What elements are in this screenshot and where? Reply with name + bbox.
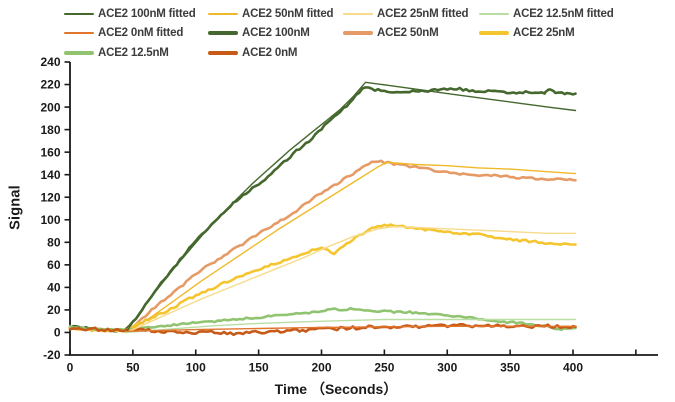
series-line-ace2-0nm-fitted (125, 325, 577, 332)
legend-swatch-line-icon (64, 32, 94, 34)
legend-item-ace2-12.5nm-fitted: ACE2 12.5nM fitted (479, 7, 631, 20)
y-axis-title: Signal (7, 185, 24, 230)
legend-swatch-line-icon (64, 50, 94, 55)
x-tick-label: 150 (249, 361, 269, 375)
legend-item-ace2-25nm-fitted: ACE2 25nM fitted (343, 7, 479, 20)
x-tick-label: 300 (437, 361, 457, 375)
legend-swatch-line-icon (208, 31, 238, 35)
y-tick-label: 100 (40, 213, 60, 227)
x-tick-label: 250 (374, 361, 394, 375)
x-tick-label: 200 (311, 361, 331, 375)
x-axis-title: Time （Seconds） (274, 381, 398, 397)
legend-label: ACE2 100nM (242, 27, 310, 39)
y-tick-label: 180 (40, 123, 60, 137)
series-line-ace2-50nm-fitted (125, 161, 577, 334)
legend-label: ACE2 25nM fitted (377, 7, 469, 20)
legend-label: ACE2 0nM (242, 46, 298, 59)
legend-item-ace2-0nm-fitted: ACE2 0nM fitted (64, 27, 208, 40)
series-line-ace2-12.5nm-raw (68, 306, 577, 332)
legend-swatch-line-icon (479, 31, 509, 35)
y-tick-label: 20 (47, 303, 61, 317)
x-tick-label: 350 (500, 361, 520, 375)
y-tick-label: 60 (47, 258, 61, 272)
legend-item-ace2-100nm: ACE2 100nM (208, 27, 343, 40)
legend-swatch-line-icon (343, 12, 373, 15)
x-tick-label: 50 (126, 361, 140, 375)
y-tick-label: 140 (40, 168, 60, 182)
legend-item-ace2-12.5nm: ACE2 12.5nM (64, 46, 208, 59)
legend-label: ACE2 50nM (377, 27, 439, 39)
legend-swatch-line-icon (479, 12, 509, 15)
y-tick-label: 240 (40, 55, 60, 69)
legend-label: ACE2 50nM fitted (242, 7, 334, 20)
legend-label: ACE2 0nM fitted (98, 27, 184, 39)
legend-label: ACE2 100nM fitted (98, 7, 196, 20)
legend-swatch-line-icon (64, 12, 94, 15)
x-tick-label: 400 (563, 361, 583, 375)
legend-item-ace2-0nm: ACE2 0nM (208, 46, 343, 59)
legend: ACE2 100nM fitted ACE2 50nM fitted ACE2 … (64, 7, 631, 59)
y-tick-label: 120 (40, 190, 60, 204)
y-tick-label: 200 (40, 100, 60, 114)
legend-swatch-line-icon (208, 50, 238, 55)
y-tick-label: 40 (47, 281, 61, 295)
legend-swatch-line-icon (208, 12, 238, 15)
x-tick-label: 100 (186, 361, 206, 375)
series-line-ace2-50nm-raw (68, 159, 577, 333)
series-line-ace2-100nm-fitted (125, 81, 577, 332)
legend-item-ace2-100nm-fitted: ACE2 100nM fitted (64, 7, 208, 20)
y-tick-label: 0 (54, 326, 61, 340)
series-line-ace2-25nm-fitted (125, 225, 577, 334)
series-line-ace2-12.5nm-fitted (125, 318, 577, 334)
y-tick-label: 220 (40, 78, 60, 92)
legend-label: ACE2 12.5nM fitted (513, 7, 614, 20)
legend-swatch-line-icon (343, 31, 373, 35)
legend-item-ace2-50nm: ACE2 50nM (343, 27, 479, 40)
legend-label: ACE2 25nM (513, 27, 575, 39)
legend-item-ace2-25nm: ACE2 25nM (479, 27, 631, 40)
y-tick-label: 80 (47, 236, 61, 250)
y-tick-label: 160 (40, 145, 60, 159)
x-tick-label: 0 (67, 361, 74, 375)
y-tick-label: -20 (43, 348, 61, 362)
legend-item-ace2-50nm-fitted: ACE2 50nM fitted (208, 7, 343, 20)
legend-label: ACE2 12.5nM (98, 46, 169, 59)
